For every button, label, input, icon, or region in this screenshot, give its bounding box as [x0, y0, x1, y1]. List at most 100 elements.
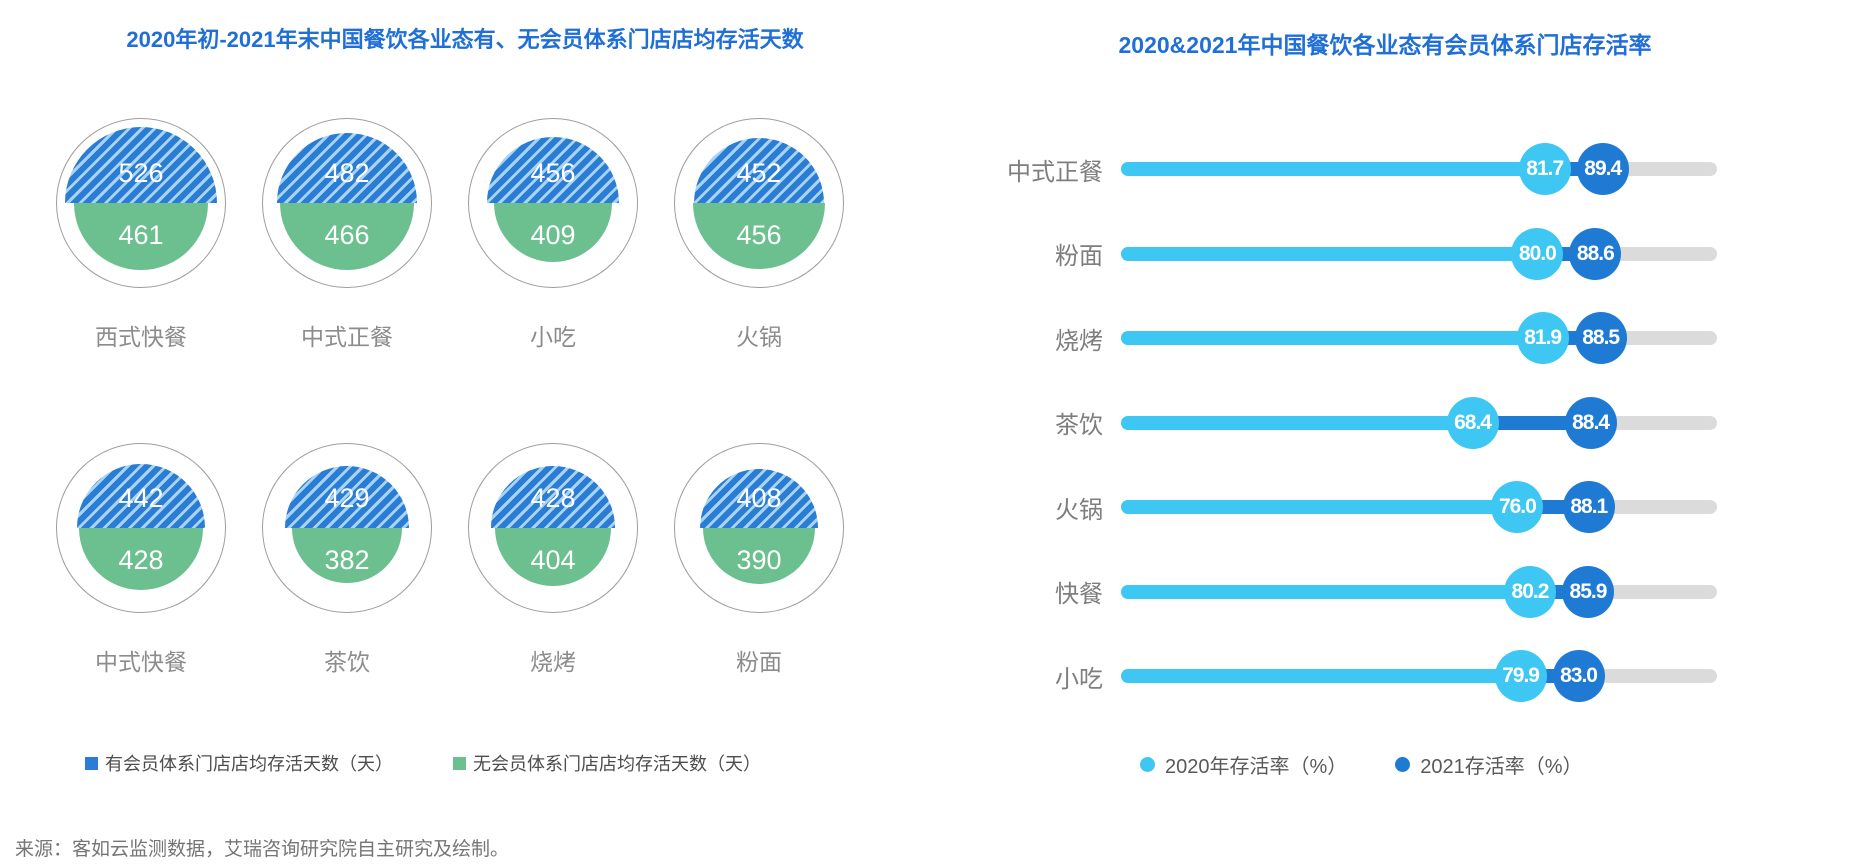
rate-2021-dot: 85.9 [1561, 565, 1614, 618]
with-membership-value: 442 [118, 483, 164, 513]
rate-2021-dot: 88.4 [1564, 396, 1617, 449]
outer-ring [468, 118, 638, 288]
category-label: 火锅 [736, 324, 782, 350]
outer-ring [56, 443, 226, 613]
legend-item-2020: 2020年存活率（%） [1140, 750, 1347, 779]
bar-2020 [1121, 584, 1530, 599]
rate-2020-dot: 80.0 [1511, 227, 1564, 280]
rate-2020-swatch-icon [1140, 757, 1155, 772]
without-membership-value: 456 [736, 220, 782, 250]
rate-2020-dot: 81.9 [1516, 312, 1569, 365]
survival-track: 81.9 88.5 [1121, 312, 1717, 365]
circle-card: 428 404 烧烤 [450, 443, 656, 683]
survival-rate-row: 火锅 76.0 88.1 [990, 465, 1717, 550]
right-chart-legend: 2020年存活率（%） 2021存活率（%） [1140, 750, 1583, 779]
left-chart-row-1: 526 461 西式快餐 482 466 中式正餐 456 409 小吃 452 456 火锅 [38, 118, 862, 358]
category-label: 快餐 [1055, 581, 1103, 609]
left-chart-legend: 有会员体系门店店均存活天数（天） 无会员体系门店店均存活天数（天） [85, 750, 761, 776]
without-membership-swatch-icon [453, 756, 466, 770]
legend-item-with-membership: 有会员体系门店店均存活天数（天） [85, 750, 393, 776]
outer-ring [674, 443, 844, 613]
left-chart-row-2: 442 428 中式快餐 429 382 茶饮 428 404 烧烤 408 390 粉面 [38, 443, 862, 683]
with-membership-value: 408 [736, 483, 782, 513]
survival-track: 79.9 83.0 [1121, 650, 1717, 703]
source-note: 来源：客如云监测数据，艾瑞咨询研究院自主研究及绘制。 [15, 839, 510, 860]
without-membership-value: 390 [736, 545, 782, 575]
category-label: 茶饮 [324, 649, 370, 675]
rate-2021-swatch-icon [1395, 757, 1411, 772]
rate-2020-dot: 68.4 [1446, 396, 1499, 449]
outer-ring [674, 118, 844, 288]
category-label: 西式快餐 [95, 324, 187, 350]
circle-card: 456 409 小吃 [450, 118, 656, 358]
category-label: 中式正餐 [301, 324, 393, 350]
without-membership-value: 382 [324, 545, 370, 575]
circle-card: 452 456 火锅 [656, 118, 862, 358]
rate-2021-dot: 88.5 [1574, 312, 1627, 365]
survival-track: 81.7 89.4 [1121, 143, 1717, 196]
rate-2020-dot: 81.7 [1518, 143, 1571, 196]
category-label: 粉面 [736, 649, 782, 675]
outer-ring [56, 118, 226, 288]
with-membership-value: 482 [324, 158, 370, 188]
survival-rate-row: 粉面 80.0 88.6 [990, 212, 1717, 297]
right-chart-title: 2020&2021年中国餐饮各业态有会员体系门店存活率 [1118, 32, 1652, 58]
category-label: 小吃 [530, 324, 576, 350]
legend-label: 2020年存活率（%） [1165, 756, 1348, 778]
rate-2020-dot: 76.0 [1491, 481, 1544, 534]
rate-2020-dot: 80.2 [1503, 565, 1556, 618]
circle-card: 442 428 中式快餐 [38, 443, 244, 683]
category-label: 烧烤 [1055, 327, 1103, 355]
with-membership-value: 456 [530, 158, 576, 188]
bar-2020 [1121, 331, 1543, 346]
without-membership-value: 404 [530, 545, 576, 575]
legend-label: 有会员体系门店店均存活天数（天） [105, 754, 393, 774]
rate-2021-dot: 88.1 [1562, 481, 1615, 534]
with-membership-swatch-icon [85, 756, 98, 770]
bar-2020 [1121, 500, 1518, 515]
category-label: 中式正餐 [1007, 158, 1103, 186]
bar-2020 [1121, 669, 1521, 684]
without-membership-value: 409 [530, 220, 576, 250]
survival-rate-row: 茶饮 68.4 88.4 [990, 381, 1717, 466]
legend-label: 2021存活率（%） [1420, 756, 1583, 778]
category-label: 粉面 [1055, 243, 1103, 271]
category-label: 小吃 [1055, 665, 1103, 693]
circle-card: 526 461 西式快餐 [38, 118, 244, 358]
with-membership-value: 452 [736, 158, 782, 188]
category-label: 烧烤 [530, 649, 576, 675]
with-membership-value: 428 [530, 483, 576, 513]
without-membership-value: 428 [118, 545, 164, 575]
survival-track: 80.0 88.6 [1121, 227, 1717, 280]
right-chart-rows: 中式正餐 81.7 89.4 粉面 80.0 88.6 烧烤 81.9 88.5 茶饮 68.4 88… [990, 127, 1717, 719]
survival-rate-row: 中式正餐 81.7 89.4 [990, 127, 1717, 212]
category-label: 中式快餐 [95, 649, 187, 675]
rate-2021-dot: 83.0 [1552, 650, 1605, 703]
survival-rate-row: 烧烤 81.9 88.5 [990, 296, 1717, 381]
rate-2021-dot: 88.6 [1569, 227, 1622, 280]
legend-item-2021: 2021存活率（%） [1395, 750, 1583, 779]
circle-card: 429 382 茶饮 [244, 443, 450, 683]
circle-card: 408 390 粉面 [656, 443, 862, 683]
year-connector [1472, 415, 1591, 430]
bar-2020 [1121, 246, 1538, 261]
survival-track: 80.2 85.9 [1121, 565, 1717, 618]
outer-ring [468, 443, 638, 613]
left-chart-title: 2020年初-2021年末中国餐饮各业态有、无会员体系门店店均存活天数 [126, 27, 804, 52]
circle-card: 482 466 中式正餐 [244, 118, 450, 358]
survival-track: 76.0 88.1 [1121, 481, 1717, 534]
category-label: 茶饮 [1055, 412, 1103, 440]
bar-2020 [1121, 415, 1473, 430]
survival-rate-row: 小吃 79.9 83.0 [990, 634, 1717, 719]
with-membership-value: 526 [118, 158, 164, 188]
legend-item-without-membership: 无会员体系门店店均存活天数（天） [453, 750, 761, 776]
rate-2021-dot: 89.4 [1576, 143, 1629, 196]
outer-ring [262, 443, 432, 613]
without-membership-value: 461 [118, 220, 164, 250]
survival-rate-row: 快餐 80.2 85.9 [990, 550, 1717, 635]
legend-label: 无会员体系门店店均存活天数（天） [473, 754, 761, 774]
outer-ring [262, 118, 432, 288]
rate-2020-dot: 79.9 [1494, 650, 1547, 703]
category-label: 火锅 [1055, 496, 1103, 524]
without-membership-value: 466 [324, 220, 370, 250]
